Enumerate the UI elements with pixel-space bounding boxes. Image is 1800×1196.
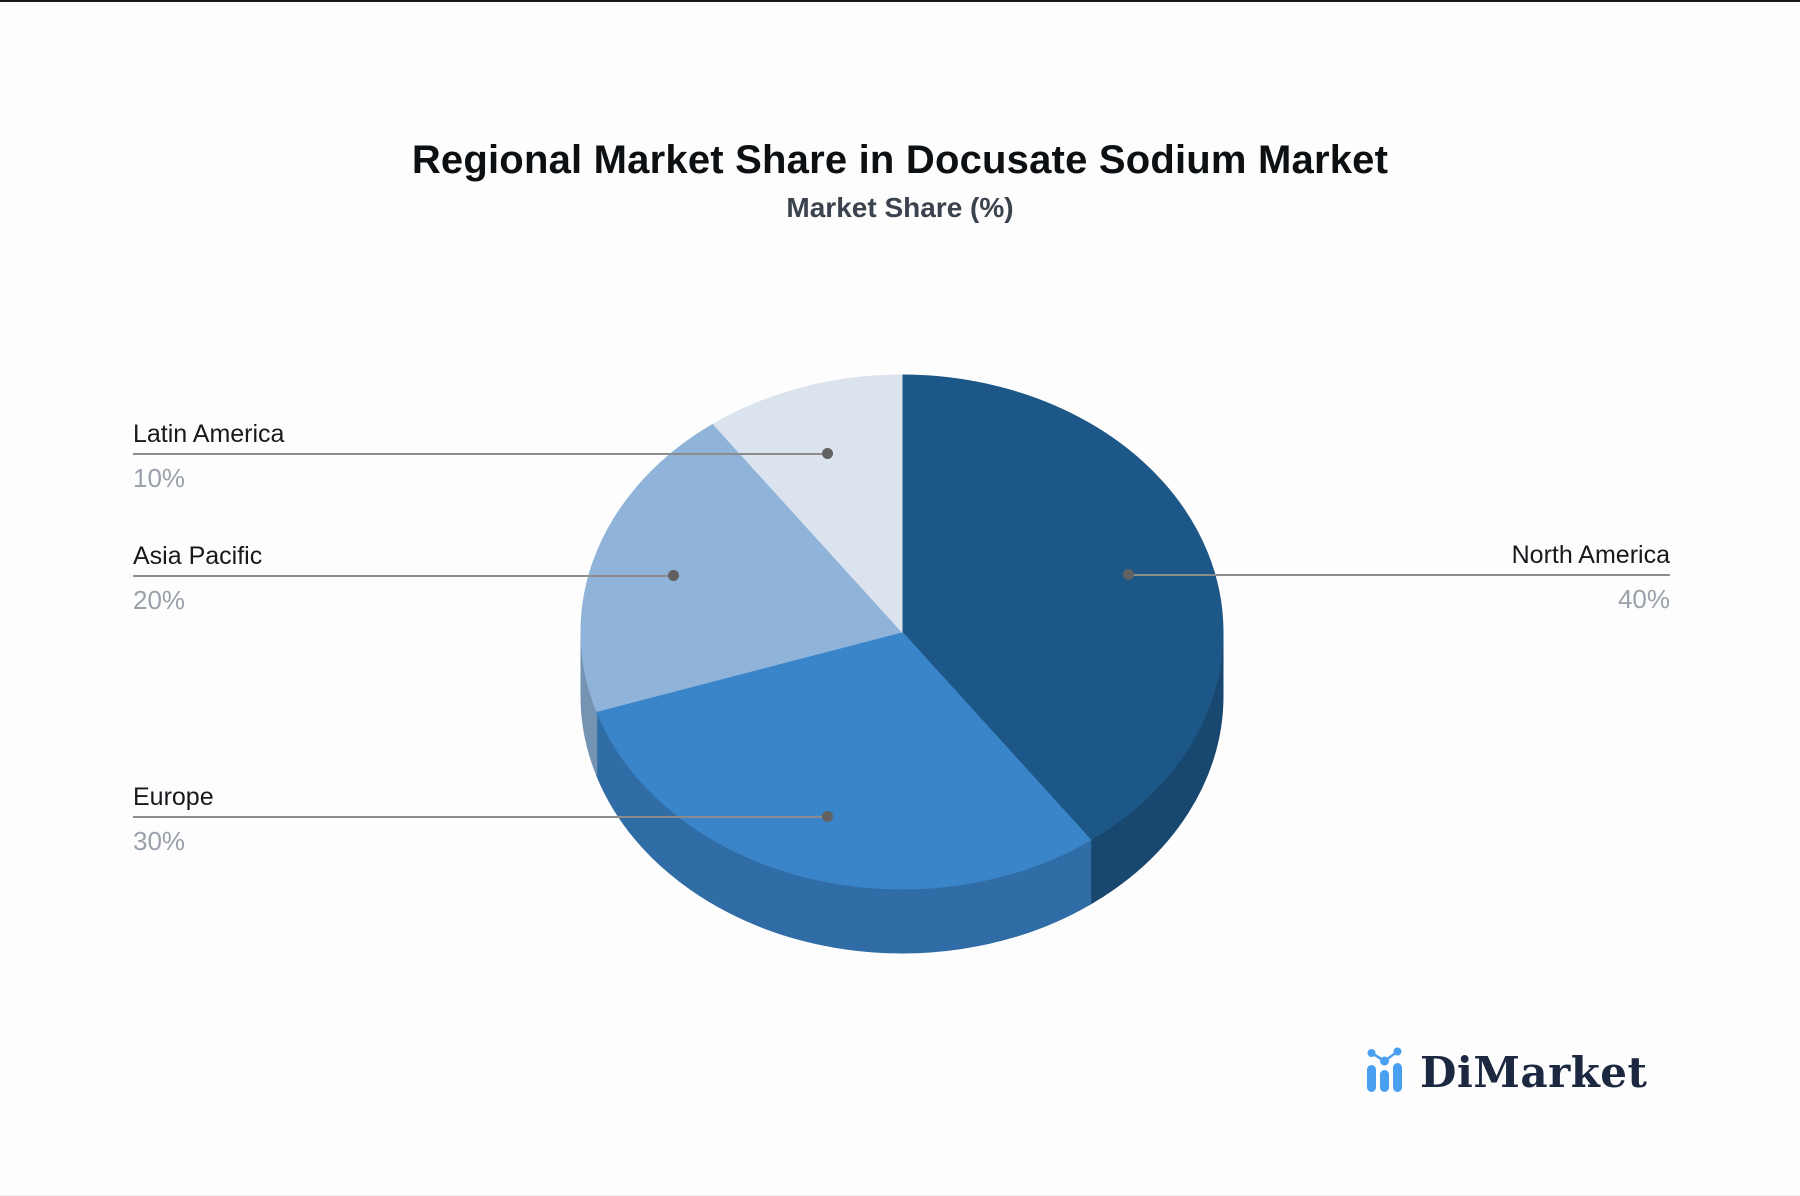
pie-slice-north-america[interactable] [901,374,1224,841]
callout-value-north-america: 40% [1617,584,1670,614]
callout-europe: Europe 30% [133,783,833,855]
pie-slice-europe[interactable] [596,631,1092,890]
callout-north-america: North America 40% [1123,541,1670,613]
brand-logo[interactable]: DiMarket [1366,1046,1647,1094]
callout-value-latin-america: 10% [133,463,186,493]
callout-label-north-america: North America [1511,540,1670,569]
callout-dot-north-america [1123,569,1134,580]
callout-asia-pacific: Asia Pacific 20% [133,542,679,614]
callout-label-europe: Europe [133,782,214,811]
callout-dot-asia-pacific [668,570,679,581]
bar-line-chart-icon [1367,1047,1402,1092]
brand-logo-text: DiMarket [1420,1048,1648,1097]
pie-slice-latin-america[interactable] [712,374,903,634]
callout-label-asia-pacific: Asia Pacific [133,541,263,570]
callout-value-europe: 30% [133,826,186,856]
pie-slice-asia-pacific[interactable] [580,423,903,712]
callout-value-asia-pacific: 20% [133,585,186,615]
callout-latin-america: Latin America 10% [133,420,833,492]
callout-dot-latin-america [822,448,833,459]
callout-label-latin-america: Latin America [133,419,285,448]
chart-subtitle: Market Share (%) [786,192,1014,223]
callout-dot-europe [822,811,833,822]
chart-title: Regional Market Share in Docusate Sodium… [411,138,1389,182]
